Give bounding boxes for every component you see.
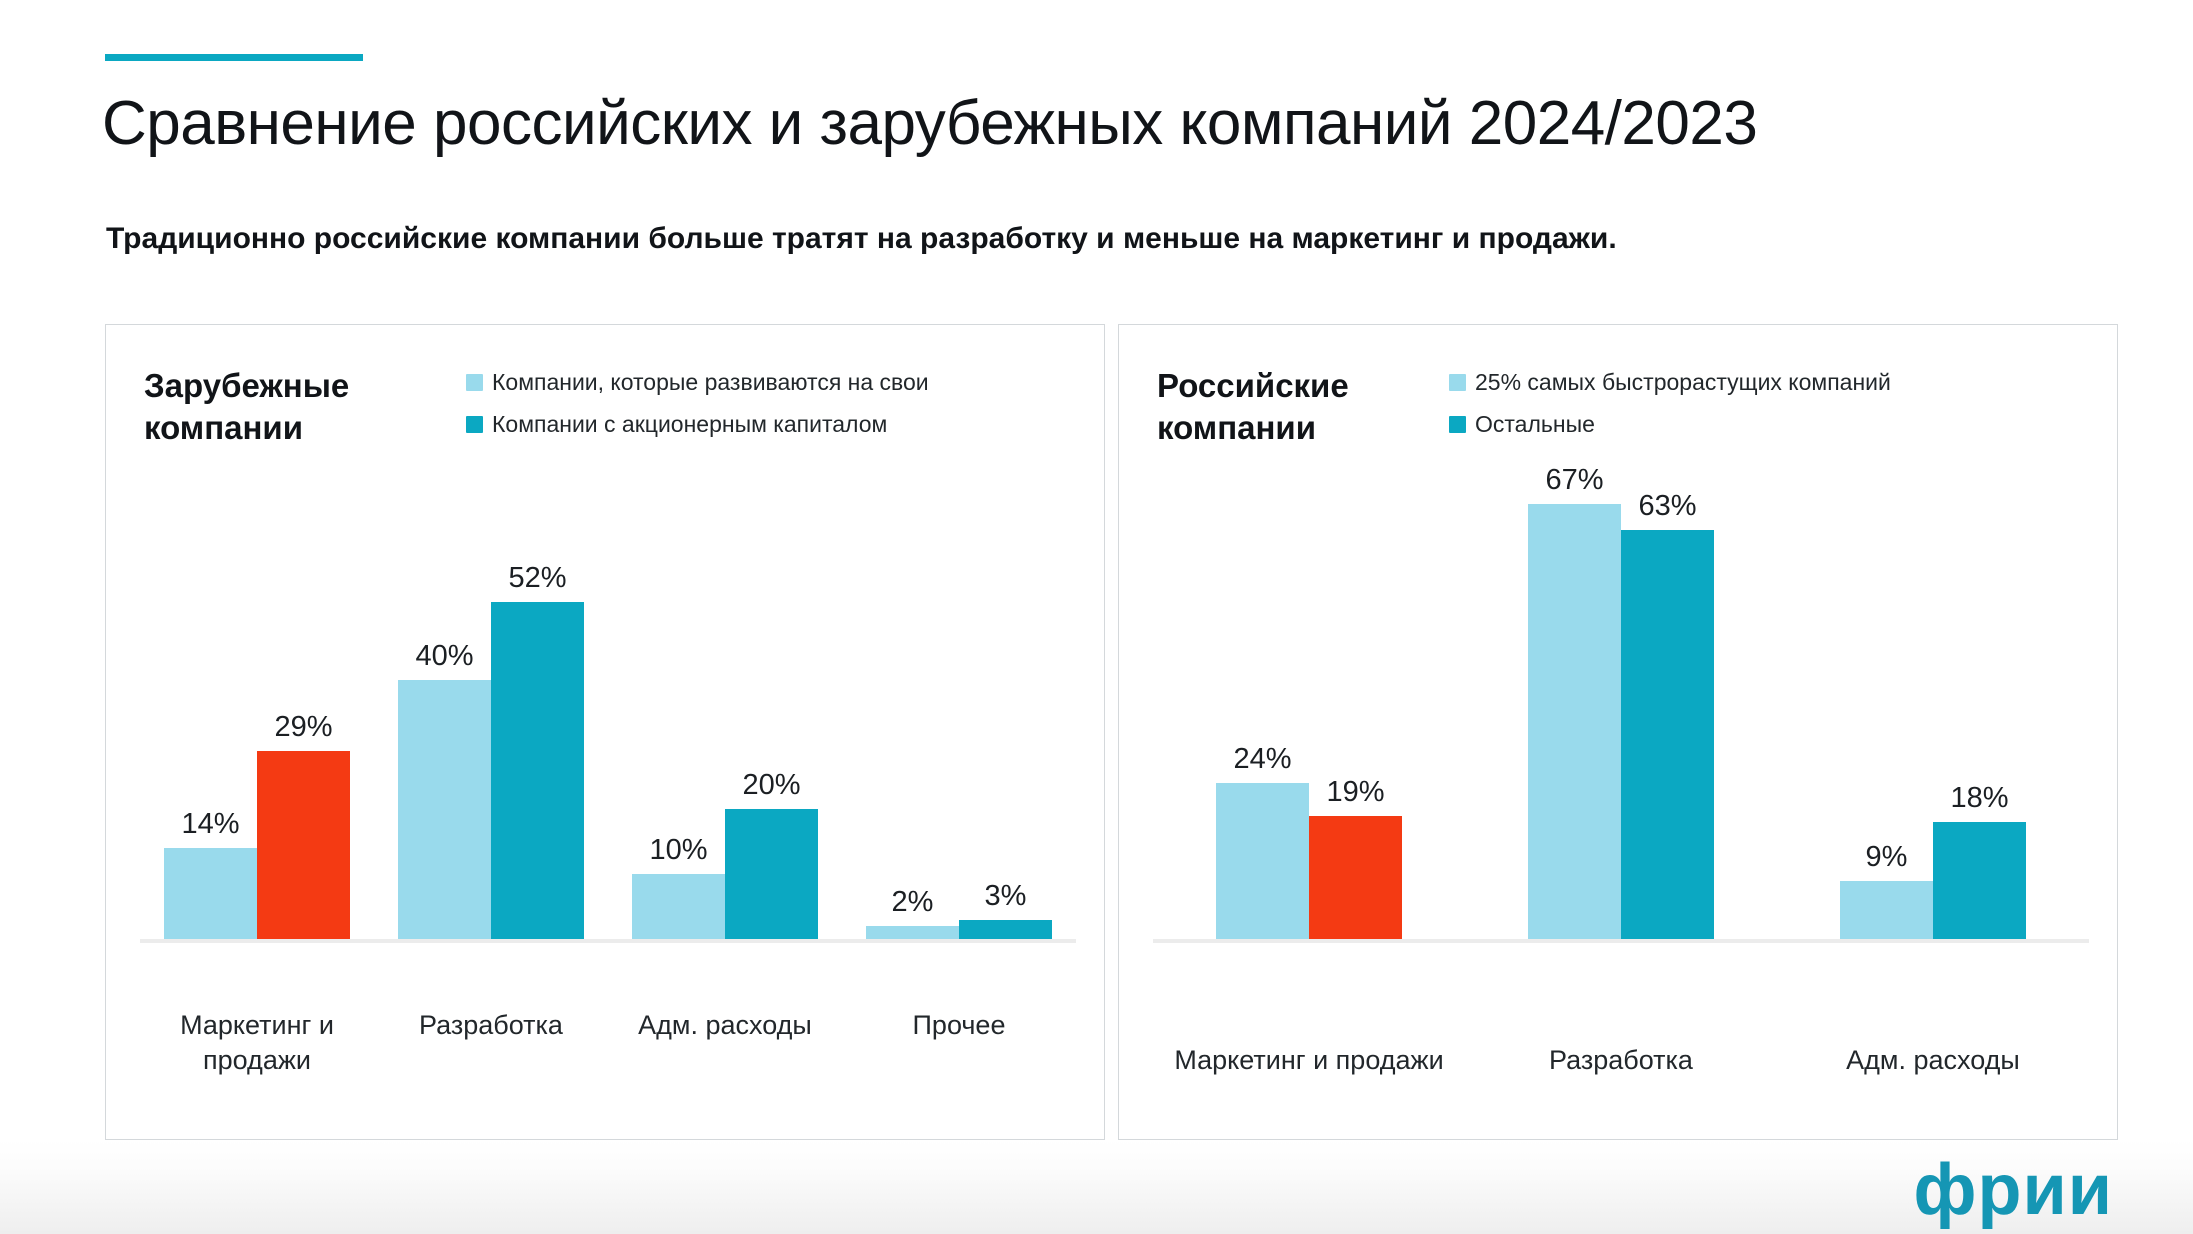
bar-column: 67%	[1528, 466, 1621, 939]
bar[interactable]	[1309, 815, 1402, 939]
bar-value-label: 10%	[649, 834, 708, 867]
bar-groups: 14% 29% 40% 52% 10% 20% 2% 3%	[140, 485, 1076, 939]
bar[interactable]	[725, 809, 818, 939]
page-title: Сравнение российских и зарубежных компан…	[102, 89, 1758, 158]
bar[interactable]	[164, 848, 257, 939]
legend-russian: 25% самых быстрорастущих компаний Осталь…	[1449, 369, 2049, 453]
bar-value-label: 9%	[1865, 840, 1908, 873]
bar-group: 10% 20%	[608, 485, 842, 939]
bar-group: 2% 3%	[842, 485, 1076, 939]
legend-item-label: Компании с акционерным капиталом	[492, 411, 888, 437]
bar-column: 18%	[1933, 485, 2026, 939]
bar-group: 24% 19%	[1153, 485, 1465, 939]
legend-item-label: 25% самых быстрорастущих компаний	[1475, 369, 1891, 395]
bar[interactable]	[959, 919, 1052, 939]
bar-value-label: 40%	[415, 639, 474, 672]
legend-item-label: Компании, которые развиваются на свои	[492, 369, 929, 395]
bar-value-label: 29%	[274, 710, 333, 743]
bar-value-label: 67%	[1545, 464, 1604, 497]
bar[interactable]	[1933, 822, 2026, 939]
legend-item-label: Остальные	[1475, 411, 1595, 437]
bar-column: 63%	[1621, 485, 1714, 939]
category-label: Разработка	[1549, 1045, 1693, 1076]
bar-column: 9%	[1840, 485, 1933, 939]
bar[interactable]	[1528, 504, 1621, 939]
accent-rule	[105, 54, 363, 61]
footer-bar: фрии	[0, 1140, 2193, 1234]
bar-value-label: 63%	[1638, 490, 1697, 523]
bar-value-label: 24%	[1233, 743, 1292, 776]
bar-groups: 24% 19% 67% 63% 9% 18%	[1153, 466, 2089, 939]
bar[interactable]	[632, 874, 725, 939]
bar-value-label: 19%	[1326, 775, 1385, 808]
bar[interactable]	[398, 679, 491, 939]
category-label: Разработка	[419, 1009, 563, 1040]
bar-column: 2%	[866, 485, 959, 939]
bar-column: 20%	[725, 485, 818, 939]
legend-item[interactable]: Остальные	[1449, 411, 2049, 438]
legend-item[interactable]: Компании с акционерным капиталом	[466, 411, 1066, 438]
x-axis-line	[1153, 939, 2089, 943]
bar-column: 52%	[491, 485, 584, 939]
category-label: Адм. расходы	[1846, 1045, 2020, 1076]
legend-swatch-icon	[466, 374, 483, 391]
bar-group: 40% 52%	[374, 485, 608, 939]
panel-title-russian: Российские компании	[1157, 367, 1349, 446]
bar-column: 40%	[398, 485, 491, 939]
bar-column: 19%	[1309, 485, 1402, 939]
category-label: Маркетинг и продажи	[180, 1009, 334, 1076]
bar-value-label: 2%	[891, 886, 934, 919]
bar-value-label: 52%	[508, 561, 567, 594]
x-axis-line	[140, 939, 1076, 943]
legend-item[interactable]: 25% самых быстрорастущих компаний	[1449, 369, 2049, 396]
bar-column: 24%	[1216, 485, 1309, 939]
bar[interactable]	[866, 926, 959, 939]
bar-column: 14%	[164, 485, 257, 939]
plot-area-foreign: 14% 29% 40% 52% 10% 20% 2% 3% Маркетинг и прода…	[106, 475, 1104, 1139]
bar-column: 10%	[632, 485, 725, 939]
bar[interactable]	[1840, 880, 1933, 939]
bar[interactable]	[491, 601, 584, 939]
plot-area-russian: 24% 19% 67% 63% 9% 18% Маркетинг и продажи Раз…	[1119, 466, 2117, 1139]
bar-group: 14% 29%	[140, 485, 374, 939]
bar-column: 29%	[257, 485, 350, 939]
bar[interactable]	[257, 750, 350, 939]
category-label: Адм. расходы	[638, 1009, 812, 1040]
bar[interactable]	[1216, 783, 1309, 939]
bar-value-label: 18%	[1950, 782, 2009, 815]
bar-group: 67% 63%	[1465, 466, 1777, 939]
page-subtitle: Традиционно российские компании больше т…	[106, 222, 1617, 255]
category-labels: Маркетинг и продажи Разработка Адм. расход…	[1153, 1043, 2089, 1079]
chart-panel-russian: Российские компании 25% самых быстрораст…	[1118, 324, 2118, 1140]
bar[interactable]	[1621, 530, 1714, 939]
bar-value-label: 20%	[742, 769, 801, 802]
legend-swatch-icon	[1449, 416, 1466, 433]
legend-item[interactable]: Компании, которые развиваются на свои	[466, 369, 1066, 396]
chart-panel-foreign: Зарубежные компании Компании, которые ра…	[105, 324, 1105, 1140]
bar-value-label: 14%	[181, 808, 240, 841]
bar-value-label: 3%	[984, 879, 1027, 912]
category-label: Прочее	[912, 1009, 1006, 1040]
legend-foreign: Компании, которые развиваются на свои Ко…	[466, 369, 1066, 453]
legend-swatch-icon	[1449, 374, 1466, 391]
legend-swatch-icon	[466, 416, 483, 433]
panel-title-foreign: Зарубежные компании	[144, 367, 350, 446]
bar-column: 3%	[959, 485, 1052, 939]
bar-group: 9% 18%	[1777, 485, 2089, 939]
category-label: Маркетинг и продажи	[1174, 1045, 1444, 1076]
brand-logo: фрии	[1913, 1150, 2113, 1230]
category-labels: Маркетинг и продажи Разработка Адм. расход…	[140, 1008, 1076, 1079]
